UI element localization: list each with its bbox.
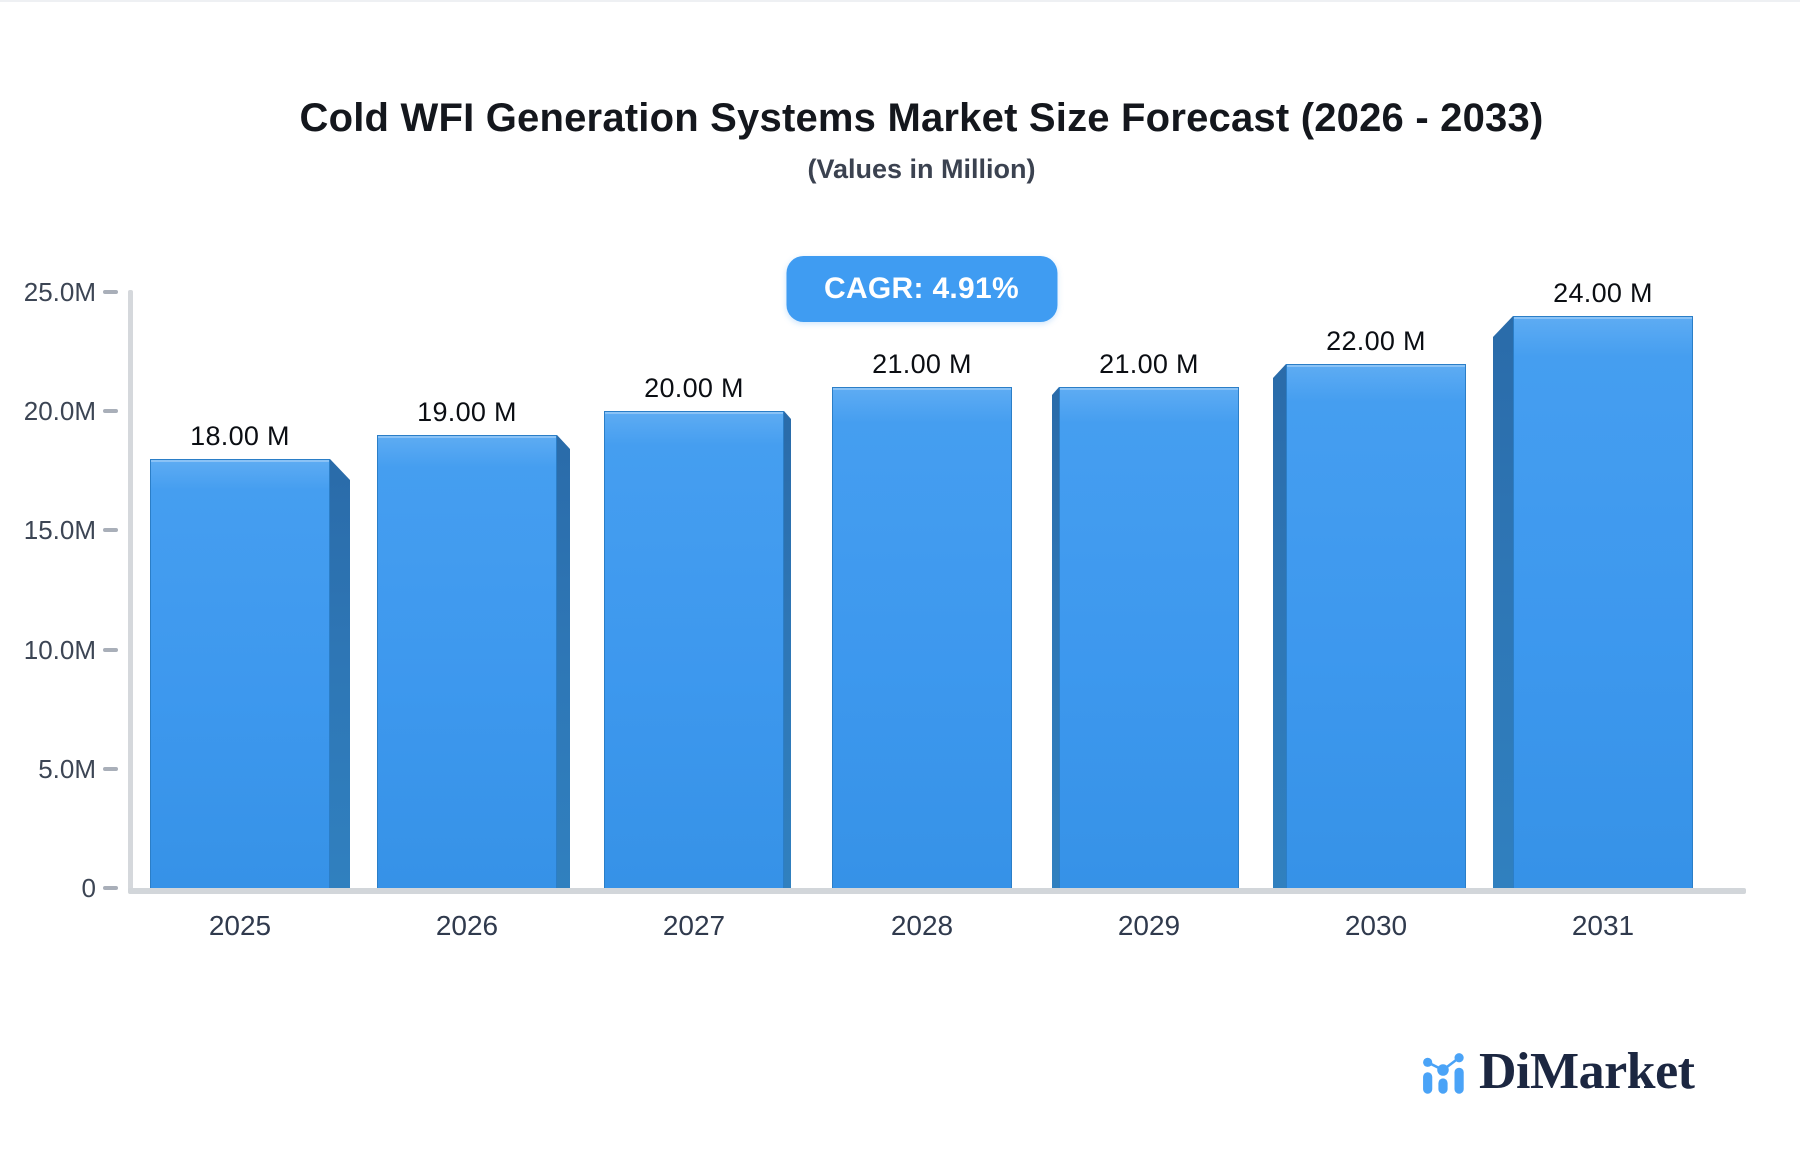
y-tick-label: 15.0M bbox=[23, 515, 96, 546]
x-axis-label: 2030 bbox=[1344, 910, 1408, 941]
bar-side-face bbox=[330, 459, 350, 888]
x-axis-label: 2028 bbox=[890, 910, 954, 941]
bar bbox=[832, 387, 1012, 888]
chart-subtitle: (Values in Million) bbox=[807, 154, 1036, 184]
bar-value-label: 21.00 M bbox=[1099, 349, 1199, 379]
y-tick-label: 0 bbox=[81, 873, 96, 903]
x-axis-label: 2026 bbox=[435, 910, 499, 941]
y-tick-label: 5.0M bbox=[38, 753, 96, 784]
chart-title: Cold WFI Generation Systems Market Size … bbox=[299, 96, 1544, 140]
bar bbox=[1513, 316, 1693, 888]
y-tick-mark bbox=[103, 766, 118, 771]
bar bbox=[1059, 387, 1239, 888]
x-axis-label: 2031 bbox=[1571, 910, 1635, 941]
x-axis-label: 2027 bbox=[662, 910, 726, 941]
bar-value-label: 24.00 M bbox=[1553, 278, 1653, 308]
bar-value-label: 22.00 M bbox=[1326, 326, 1426, 356]
bar-side-face bbox=[1493, 316, 1513, 888]
y-tick-mark bbox=[103, 528, 118, 533]
brand-name: DiMarket bbox=[1479, 1043, 1695, 1100]
bar-side-face bbox=[1052, 387, 1059, 888]
y-tick-mark bbox=[103, 290, 118, 294]
y-tick-label: 20.0M bbox=[23, 396, 96, 427]
bar-value-label: 21.00 M bbox=[872, 349, 972, 379]
cagr-badge: CAGR: 4.91% bbox=[785, 256, 1058, 322]
y-tick-mark bbox=[103, 647, 118, 652]
bar-value-label: 18.00 M bbox=[190, 421, 290, 451]
bar-side-face bbox=[784, 411, 791, 888]
x-axis-line bbox=[128, 888, 1746, 894]
y-tick-mark bbox=[103, 886, 118, 890]
y-axis-line bbox=[128, 290, 133, 891]
bar-side-face bbox=[1273, 364, 1286, 888]
brand-icon bbox=[1423, 1053, 1464, 1094]
bar bbox=[1286, 364, 1466, 888]
bar-value-label: 20.00 M bbox=[644, 373, 744, 403]
x-axis-label: 2029 bbox=[1117, 910, 1181, 941]
y-tick-mark bbox=[103, 409, 118, 414]
bar-side-face bbox=[557, 435, 570, 888]
y-tick-label: 10.0M bbox=[23, 634, 96, 665]
bar-chart-plot: 25.0M 20.0M 15.0M 10.0M 5.0M 0 18.00 M 2025 19.… bbox=[24, 278, 1746, 941]
brand-logo: DiMarket bbox=[1420, 1042, 1695, 1100]
bar bbox=[604, 411, 784, 888]
x-axis-label: 2025 bbox=[208, 910, 272, 941]
bar-value-label: 19.00 M bbox=[417, 397, 517, 427]
bar bbox=[377, 435, 557, 888]
y-tick-label: 25.0M bbox=[23, 277, 96, 307]
bar bbox=[150, 459, 330, 888]
